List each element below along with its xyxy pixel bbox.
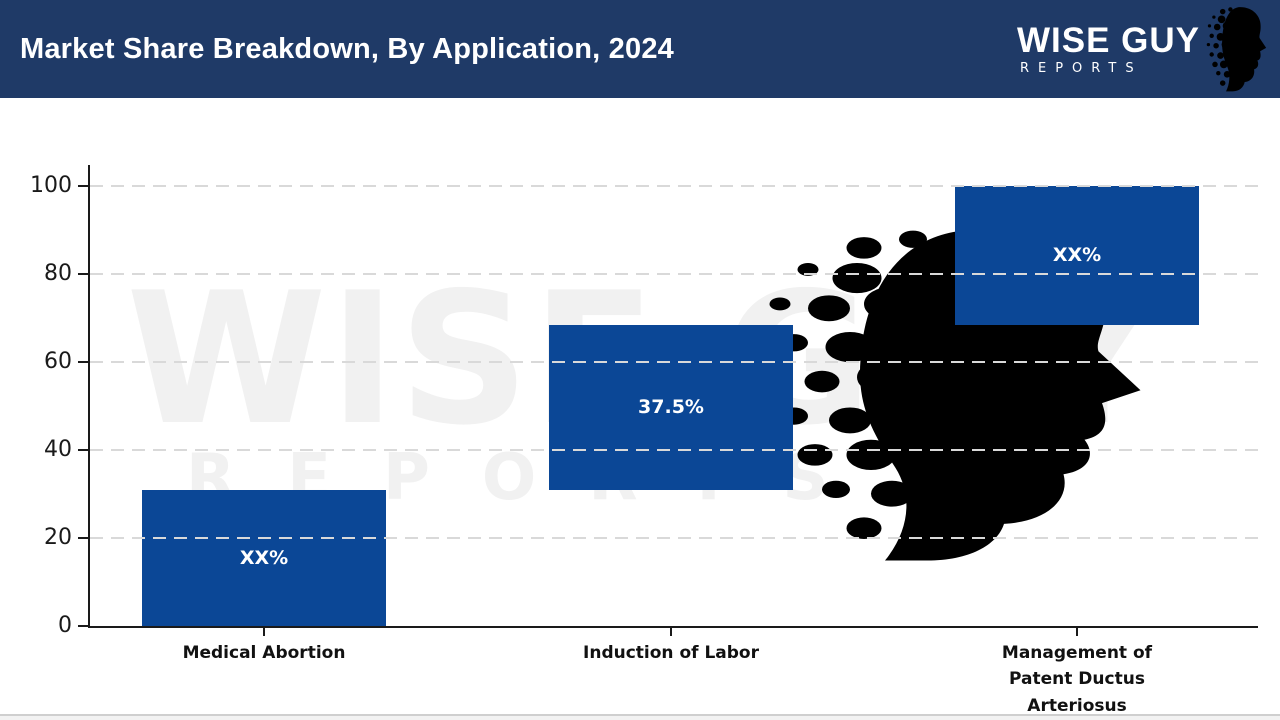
brand-logo: WISE GUY REPORTS [1017,4,1270,94]
x-tick-mark [1076,627,1078,636]
gridline [90,185,1258,187]
x-category-label: Medical Abortion [182,643,346,663]
y-tick-mark [78,537,89,539]
y-axis-line [88,165,90,627]
logo-wordmark-sub: REPORTS [1019,61,1143,76]
y-tick-label: 60 [44,349,72,374]
x-tick-mark [263,627,265,636]
y-tick-label: 20 [44,525,72,550]
bar-segment [142,489,386,626]
logo-wordmark: WISE GUY REPORTS [1017,23,1200,75]
header-bar: Market Share Breakdown, By Application, … [0,0,1280,98]
gridline [90,273,1258,275]
footer-divider [0,714,1280,716]
y-tick-mark [78,185,89,187]
y-tick-mark [78,449,89,451]
bar-segment [549,324,793,490]
y-tick-label: 0 [58,613,72,638]
x-tick-mark [670,627,672,636]
y-tick-mark [78,625,89,627]
logo-wordmark-main: WISE GUY [1016,21,1200,60]
page-title: Market Share Breakdown, By Application, … [20,32,674,65]
y-tick-label: 100 [30,173,72,198]
x-category-label: Induction of Labor [583,643,759,663]
y-tick-mark [78,361,89,363]
bar-value-label: XX% [239,546,289,569]
logo-face-icon [1206,7,1267,92]
x-axis-line [88,626,1258,628]
bar-segment [955,186,1199,325]
gridline [90,449,1258,451]
x-category-label: Management of Patent Ductus Arteriosus [1001,643,1153,716]
bar-value-label: 37.5% [638,396,704,419]
gridline [90,361,1258,363]
footer-strip [0,716,1280,720]
y-tick-mark [78,273,89,275]
chart-area: WISE GUY REPORTS XX%37.5%XX% 02040608010… [0,98,1280,720]
y-tick-label: 80 [44,261,72,286]
bar-value-label: XX% [1052,244,1102,267]
y-tick-label: 40 [44,437,72,462]
gridline [90,537,1258,539]
